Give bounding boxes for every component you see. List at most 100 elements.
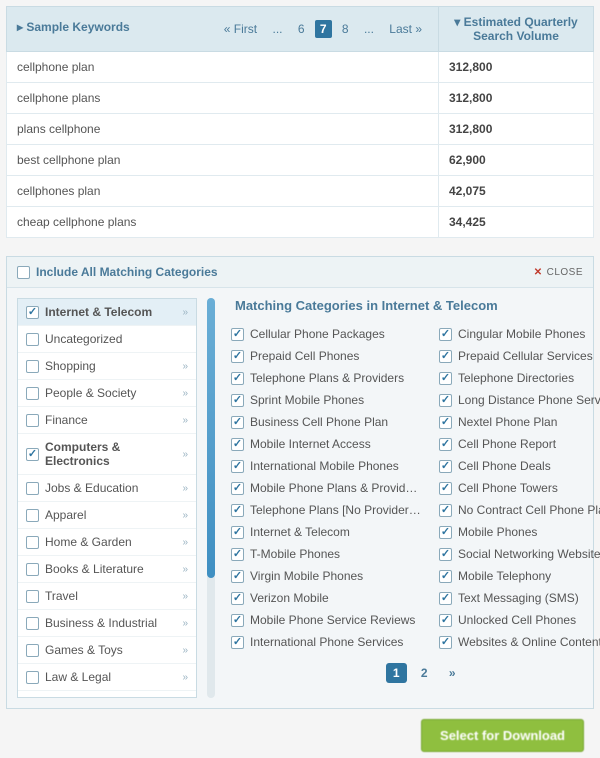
- match-item[interactable]: Mobile Internet Access: [231, 433, 421, 455]
- category-checkbox[interactable]: [26, 671, 39, 684]
- match-checkbox[interactable]: [439, 636, 452, 649]
- match-item[interactable]: Virgin Mobile Phones: [231, 565, 421, 587]
- match-checkbox[interactable]: [439, 592, 452, 605]
- page-prev[interactable]: 6: [293, 20, 310, 38]
- match-item[interactable]: Business Cell Phone Plan: [231, 411, 421, 433]
- category-item[interactable]: Games & Toys»: [18, 637, 196, 664]
- category-checkbox[interactable]: [26, 617, 39, 630]
- match-item[interactable]: Mobile Phone Plans & Providers: [231, 477, 421, 499]
- category-item[interactable]: Books & Literature»: [18, 556, 196, 583]
- match-checkbox[interactable]: [439, 394, 452, 407]
- match-item[interactable]: Telephone Plans [No Provider Specified]: [231, 499, 421, 521]
- category-item[interactable]: People & Society»: [18, 380, 196, 407]
- match-checkbox[interactable]: [439, 460, 452, 473]
- category-item[interactable]: Jobs & Education»: [18, 475, 196, 502]
- matches-page-next[interactable]: 2: [414, 663, 435, 683]
- match-checkbox[interactable]: [439, 570, 452, 583]
- match-item[interactable]: Text Messaging (SMS): [439, 587, 600, 609]
- match-checkbox[interactable]: [439, 438, 452, 451]
- match-item[interactable]: Telephone Plans & Providers: [231, 367, 421, 389]
- category-item[interactable]: Beauty»: [18, 691, 196, 698]
- category-checkbox[interactable]: [26, 306, 39, 319]
- category-item[interactable]: Internet & Telecom»: [18, 299, 196, 326]
- match-item[interactable]: Websites & Online Content: [439, 631, 600, 653]
- select-for-download-button[interactable]: Select for Download: [421, 719, 584, 752]
- category-item[interactable]: Law & Legal»: [18, 664, 196, 691]
- match-checkbox[interactable]: [231, 548, 244, 561]
- match-item[interactable]: International Phone Services: [231, 631, 421, 653]
- match-checkbox[interactable]: [439, 350, 452, 363]
- category-checkbox[interactable]: [26, 509, 39, 522]
- scrollbar[interactable]: [207, 298, 215, 698]
- category-item[interactable]: Computers & Electronics»: [18, 434, 196, 475]
- match-checkbox[interactable]: [231, 636, 244, 649]
- category-checkbox[interactable]: [26, 448, 39, 461]
- match-item[interactable]: T-Mobile Phones: [231, 543, 421, 565]
- match-checkbox[interactable]: [439, 482, 452, 495]
- match-checkbox[interactable]: [439, 416, 452, 429]
- match-checkbox[interactable]: [439, 526, 452, 539]
- match-checkbox[interactable]: [231, 394, 244, 407]
- sort-icon[interactable]: ▸: [17, 20, 26, 34]
- include-all-checkbox[interactable]: [17, 266, 30, 279]
- match-checkbox[interactable]: [231, 460, 244, 473]
- match-checkbox[interactable]: [231, 482, 244, 495]
- match-item[interactable]: Social Networking Websites: [439, 543, 600, 565]
- category-checkbox[interactable]: [26, 333, 39, 346]
- match-checkbox[interactable]: [231, 570, 244, 583]
- category-item[interactable]: Finance»: [18, 407, 196, 434]
- match-checkbox[interactable]: [439, 328, 452, 341]
- category-item[interactable]: Home & Garden»: [18, 529, 196, 556]
- match-item[interactable]: Internet & Telecom: [231, 521, 421, 543]
- match-item[interactable]: Prepaid Cellular Services: [439, 345, 600, 367]
- match-item[interactable]: Verizon Mobile: [231, 587, 421, 609]
- match-checkbox[interactable]: [231, 372, 244, 385]
- category-checkbox[interactable]: [26, 536, 39, 549]
- matches-page-arrow[interactable]: »: [442, 663, 463, 683]
- category-checkbox[interactable]: [26, 387, 39, 400]
- page-first[interactable]: « First: [219, 20, 262, 38]
- match-item[interactable]: Sprint Mobile Phones: [231, 389, 421, 411]
- match-item[interactable]: Prepaid Cell Phones: [231, 345, 421, 367]
- matches-page-current[interactable]: 1: [386, 663, 407, 683]
- match-checkbox[interactable]: [231, 526, 244, 539]
- match-checkbox[interactable]: [439, 614, 452, 627]
- match-checkbox[interactable]: [231, 438, 244, 451]
- page-current[interactable]: 7: [315, 20, 332, 38]
- match-item[interactable]: No Contract Cell Phone Plans: [439, 499, 600, 521]
- category-checkbox[interactable]: [26, 414, 39, 427]
- sort-icon[interactable]: ▾: [454, 15, 463, 29]
- category-checkbox[interactable]: [26, 644, 39, 657]
- category-checkbox[interactable]: [26, 563, 39, 576]
- match-checkbox[interactable]: [231, 592, 244, 605]
- match-checkbox[interactable]: [439, 372, 452, 385]
- match-checkbox[interactable]: [231, 328, 244, 341]
- category-checkbox[interactable]: [26, 590, 39, 603]
- match-item[interactable]: Cellular Phone Packages: [231, 323, 421, 345]
- category-item[interactable]: Apparel»: [18, 502, 196, 529]
- close-button[interactable]: ✕ CLOSE: [534, 267, 583, 278]
- match-item[interactable]: Mobile Telephony: [439, 565, 600, 587]
- match-item[interactable]: International Mobile Phones: [231, 455, 421, 477]
- match-checkbox[interactable]: [231, 504, 244, 517]
- match-item[interactable]: Unlocked Cell Phones: [439, 609, 600, 631]
- match-item[interactable]: Mobile Phones: [439, 521, 600, 543]
- match-checkbox[interactable]: [231, 350, 244, 363]
- match-checkbox[interactable]: [231, 416, 244, 429]
- match-item[interactable]: Long Distance Phone Service: [439, 389, 600, 411]
- match-checkbox[interactable]: [439, 548, 452, 561]
- match-checkbox[interactable]: [231, 614, 244, 627]
- category-checkbox[interactable]: [26, 482, 39, 495]
- match-item[interactable]: Cell Phone Report: [439, 433, 600, 455]
- page-next[interactable]: 8: [337, 20, 354, 38]
- category-item[interactable]: Business & Industrial»: [18, 610, 196, 637]
- match-item[interactable]: Nextel Phone Plan: [439, 411, 600, 433]
- page-last[interactable]: Last »: [384, 20, 427, 38]
- category-checkbox[interactable]: [26, 360, 39, 373]
- category-item[interactable]: Travel»: [18, 583, 196, 610]
- match-item[interactable]: Mobile Phone Service Reviews: [231, 609, 421, 631]
- match-checkbox[interactable]: [439, 504, 452, 517]
- match-item[interactable]: Cell Phone Towers: [439, 477, 600, 499]
- match-item[interactable]: Cingular Mobile Phones: [439, 323, 600, 345]
- category-checkbox[interactable]: [26, 698, 39, 699]
